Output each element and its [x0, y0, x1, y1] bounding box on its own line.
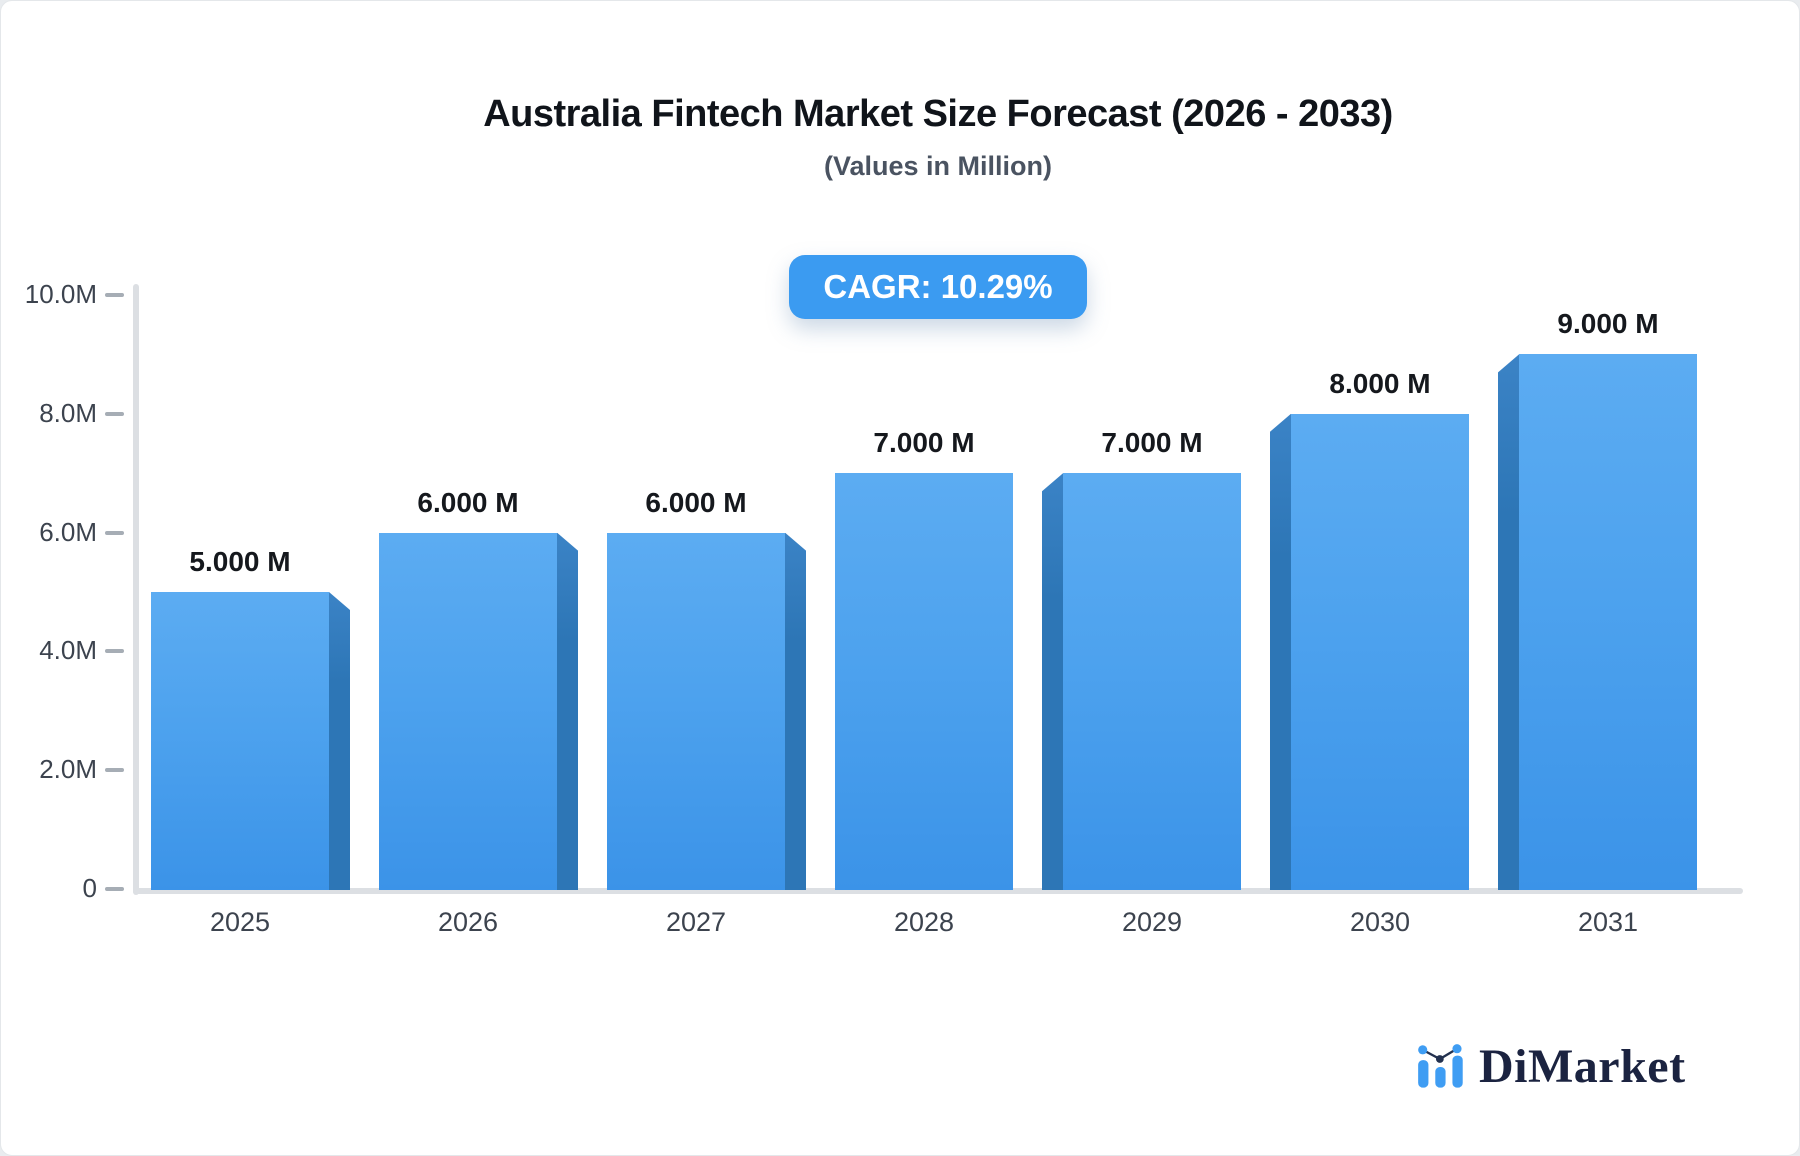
- logo-text: DiMarket: [1479, 1040, 1686, 1093]
- y-tick-label: 10.0M: [24, 279, 97, 309]
- bar-2027: [607, 532, 785, 890]
- bar-2029: [1063, 473, 1241, 890]
- y-tick-label: 6.0M: [39, 516, 97, 547]
- x-tick-label: 2025: [209, 907, 271, 937]
- y-tick-label: 2.0M: [39, 754, 97, 785]
- x-tick-label: 2029: [1121, 907, 1183, 937]
- y-tick-label: 0: [82, 873, 97, 903]
- y-tick-dash: [105, 293, 124, 297]
- bar-value-label: 8.000 M: [1329, 367, 1431, 399]
- chart-subtitle: (Values in Million): [823, 151, 1053, 181]
- y-tick-dash: [105, 649, 124, 654]
- y-tick-label: 4.0M: [39, 635, 97, 666]
- x-tick-label: 2031: [1577, 907, 1639, 937]
- bar-value-label: 7.000 M: [873, 427, 975, 459]
- y-tick-dash: [105, 887, 124, 891]
- bar-side: [557, 532, 578, 890]
- bar-value-label: 6.000 M: [645, 486, 747, 518]
- bar-2028: [835, 473, 1013, 890]
- bar-2025: [151, 592, 329, 890]
- bar-2031: [1519, 354, 1697, 890]
- cagr-badge-band: CAGR: 10.29%: [133, 255, 1743, 319]
- bar-value-label: 5.000 M: [189, 546, 291, 577]
- x-axis-line: [133, 888, 1743, 894]
- y-tick-dash: [105, 768, 124, 773]
- mini-bar-chart-sparkline-icon: [1418, 1043, 1463, 1088]
- x-tick-label: 2028: [893, 907, 955, 937]
- bar-value-label: 9.000 M: [1557, 308, 1659, 340]
- x-tick-label: 2027: [665, 907, 727, 937]
- bar-value-label: 6.000 M: [417, 486, 519, 518]
- bar-side: [329, 592, 350, 890]
- bar-side: [785, 532, 806, 890]
- cagr-badge: CAGR: 10.29%: [789, 255, 1087, 319]
- bar-side: [1042, 473, 1063, 890]
- bar-side: [1270, 413, 1291, 890]
- chart-title: Australia Fintech Market Size Forecast (…: [483, 93, 1393, 135]
- y-tick-label: 8.0M: [39, 397, 97, 428]
- y-tick-dash: [105, 530, 124, 535]
- brand-logo: DiMarket: [1417, 1039, 1686, 1094]
- bar-value-label: 7.000 M: [1101, 427, 1203, 459]
- bar-side: [1498, 354, 1519, 890]
- bar-2030: [1291, 413, 1469, 890]
- y-axis-line: [133, 284, 139, 895]
- bar-2026: [379, 532, 557, 890]
- y-tick-dash: [105, 411, 124, 416]
- x-tick-label: 2030: [1349, 907, 1411, 937]
- x-tick-label: 2026: [437, 907, 499, 937]
